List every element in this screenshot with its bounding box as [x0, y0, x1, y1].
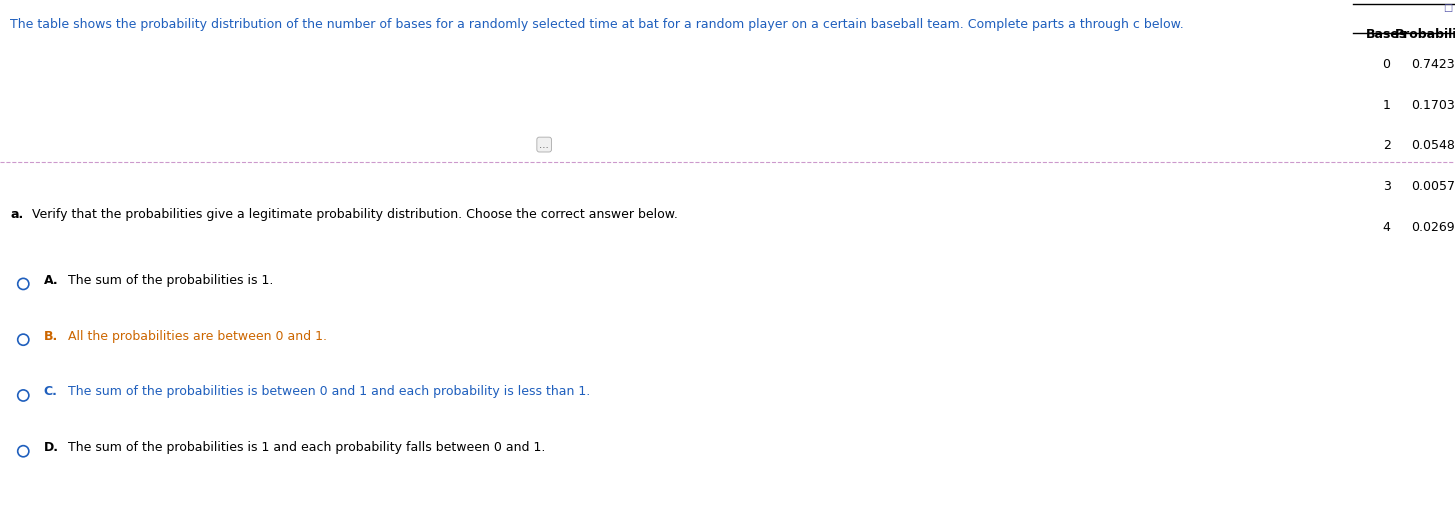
Text: 0.7423: 0.7423 — [1411, 58, 1455, 71]
Text: Probability: Probability — [1395, 28, 1455, 41]
Text: 0.1703: 0.1703 — [1411, 99, 1455, 112]
Text: D.: D. — [44, 441, 58, 454]
Text: 0: 0 — [1382, 58, 1391, 71]
Text: Bases: Bases — [1366, 28, 1407, 41]
Text: C.: C. — [44, 385, 58, 399]
Text: The sum of the probabilities is 1 and each probability falls between 0 and 1.: The sum of the probabilities is 1 and ea… — [68, 441, 546, 454]
Text: 0.0548: 0.0548 — [1411, 139, 1455, 153]
Text: 3: 3 — [1382, 180, 1391, 193]
Text: 4: 4 — [1382, 221, 1391, 234]
Text: All the probabilities are between 0 and 1.: All the probabilities are between 0 and … — [68, 330, 327, 343]
Text: a.: a. — [10, 208, 23, 221]
Text: 0.0057: 0.0057 — [1411, 180, 1455, 193]
Text: The sum of the probabilities is 1.: The sum of the probabilities is 1. — [68, 274, 274, 287]
Text: 0.0269: 0.0269 — [1411, 221, 1455, 234]
Text: B.: B. — [44, 330, 58, 343]
Text: …: … — [540, 139, 549, 150]
Text: Verify that the probabilities give a legitimate probability distribution. Choose: Verify that the probabilities give a leg… — [28, 208, 678, 221]
Text: The sum of the probabilities is between 0 and 1 and each probability is less tha: The sum of the probabilities is between … — [68, 385, 591, 399]
Text: □: □ — [1443, 3, 1454, 13]
Text: 2: 2 — [1382, 139, 1391, 153]
Text: 1: 1 — [1382, 99, 1391, 112]
Text: The table shows the probability distribution of the number of bases for a random: The table shows the probability distribu… — [10, 18, 1184, 31]
Text: A.: A. — [44, 274, 58, 287]
